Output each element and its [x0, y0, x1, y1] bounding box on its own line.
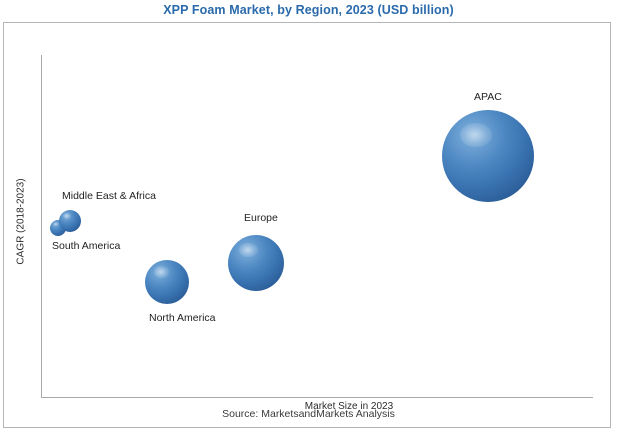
chart-frame: CAGR (2018-2023) Market Size in 2023 Mid… — [3, 22, 611, 428]
plot-area: Middle East & Africa South America North… — [41, 55, 592, 397]
x-axis-label: Market Size in 2023 — [304, 401, 394, 412]
bubble-label-apac: APAC — [474, 91, 502, 103]
bubble-label-europe: Europe — [244, 212, 278, 224]
bubble-north-america[interactable] — [145, 260, 189, 304]
y-axis-line — [41, 55, 42, 398]
bubble-label-south-america: South America — [52, 240, 121, 252]
source-note: Source: MarketsandMarkets Analysis — [222, 408, 395, 420]
bubble-middle-east-africa[interactable] — [59, 210, 81, 232]
bubble-europe[interactable] — [228, 235, 284, 291]
bubble-label-middle-east-africa: Middle East & Africa — [62, 190, 156, 202]
page-title: XPP Foam Market, by Region, 2023 (USD bi… — [163, 3, 454, 17]
bubble-apac[interactable] — [442, 110, 534, 202]
bubble-label-north-america: North America — [149, 312, 216, 324]
y-axis-label: CAGR (2018-2023) — [15, 178, 27, 265]
x-axis-line — [41, 397, 593, 398]
